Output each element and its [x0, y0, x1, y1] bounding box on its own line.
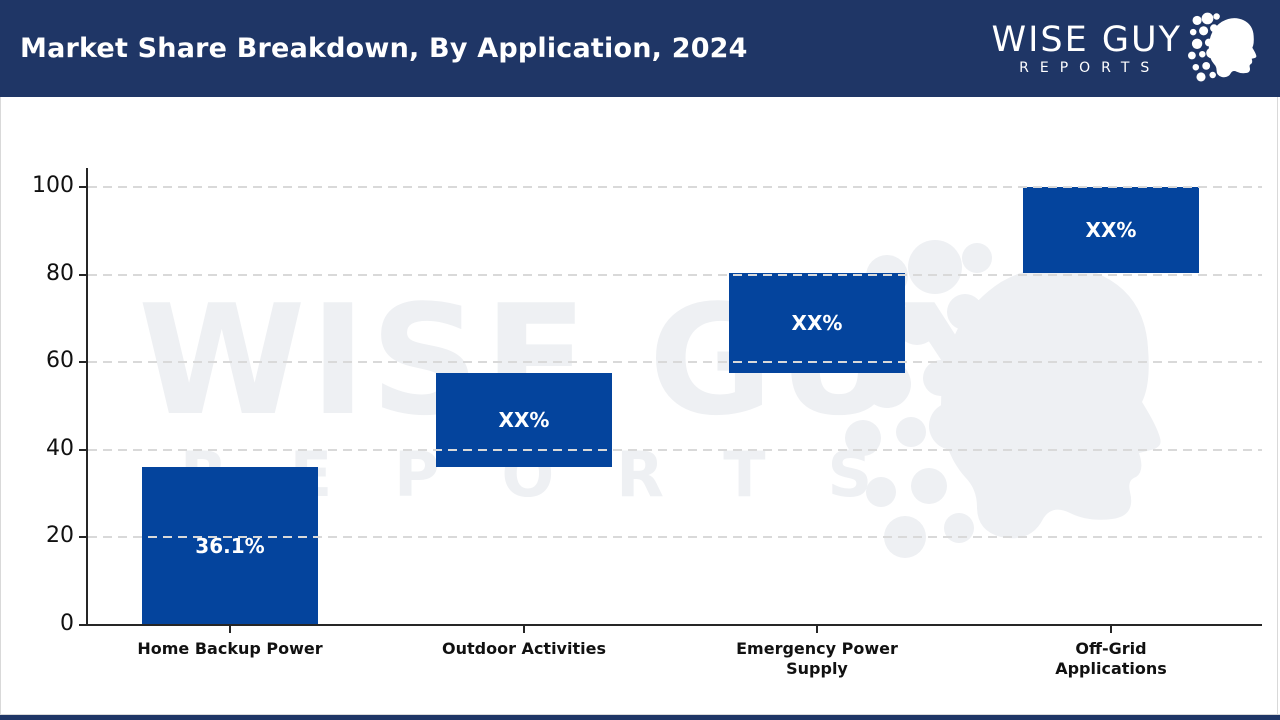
header-banner: Market Share Breakdown, By Application, … — [0, 0, 1280, 97]
y-tick-40 — [79, 448, 86, 451]
y-tick-label-60: 60 — [46, 348, 74, 374]
x-category-label: Home Backup Power — [137, 639, 323, 658]
x-tick-2 — [523, 626, 525, 633]
bar-value-label: XX% — [791, 310, 843, 335]
gridline-40 — [88, 448, 1262, 451]
bar-segment-2: XX% — [436, 373, 612, 467]
bar-segment-4: XX% — [1023, 187, 1199, 273]
y-tick-label-0: 0 — [60, 611, 74, 636]
y-tick-label-80: 80 — [46, 260, 74, 286]
gridline-60 — [88, 361, 1262, 364]
y-tick-100 — [79, 186, 86, 188]
logo-subtitle: REPORTS — [1019, 59, 1161, 76]
y-tick-80 — [79, 273, 86, 276]
footer-accent-bar — [0, 715, 1280, 720]
y-axis-line — [86, 168, 88, 626]
x-tick-1 — [229, 626, 231, 633]
chart-title: Market Share Breakdown, By Application, … — [20, 33, 748, 64]
logo-wordmark: WISE GUY — [991, 19, 1182, 60]
x-category-label: Outdoor Activities — [442, 639, 606, 658]
y-tick-label-20: 20 — [46, 523, 74, 549]
y-tick-label-100: 100 — [32, 173, 74, 198]
x-category-label: Emergency Power Supply — [736, 639, 898, 678]
x-category-label: Off-Grid Applications — [1055, 639, 1167, 678]
y-tick-label-40: 40 — [46, 435, 74, 461]
gridline-100 — [88, 186, 1262, 188]
bar-segment-1: 36.1% — [142, 466, 318, 625]
x-tick-4 — [1110, 626, 1112, 633]
y-tick-0 — [79, 624, 86, 626]
gridline-20 — [88, 536, 1262, 539]
gridline-80 — [88, 273, 1262, 276]
footer-divider — [0, 714, 1280, 715]
logo-head-icon — [1188, 12, 1257, 81]
wise-guy-reports-logo: WISE GUY REPORTS — [991, 9, 1266, 89]
y-tick-20 — [79, 536, 86, 539]
y-tick-60 — [79, 361, 86, 364]
x-tick-3 — [816, 626, 818, 633]
x-axis-line — [86, 624, 1262, 626]
bar-segment-3: XX% — [729, 272, 905, 374]
bar-value-label: XX% — [1085, 217, 1137, 242]
bar-value-label: XX% — [498, 408, 550, 432]
figure-border — [0, 97, 1278, 714]
